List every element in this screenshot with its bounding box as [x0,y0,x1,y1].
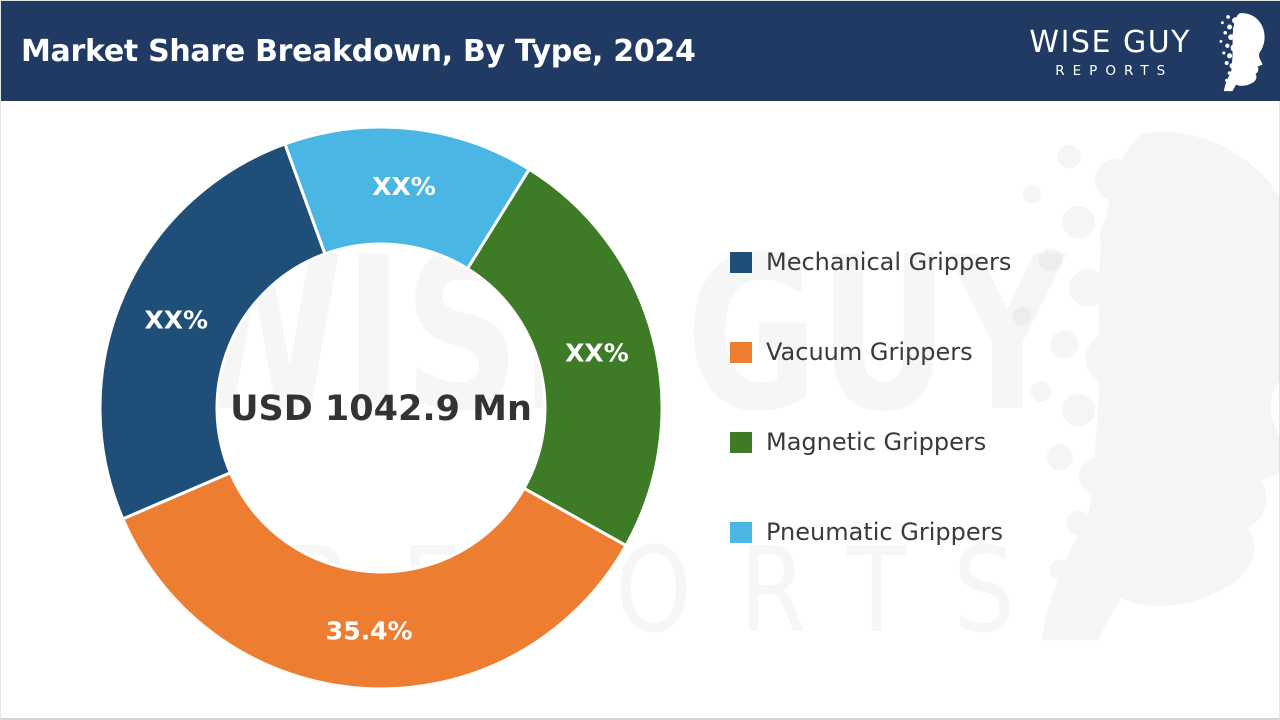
legend-label: Vacuum Grippers [766,338,973,366]
slice-label-magnetic-grippers: XX% [565,338,629,367]
legend-item-vacuum-grippers: Vacuum Grippers [730,338,1011,366]
legend-label: Pneumatic Grippers [766,518,1003,546]
brand-wordmark: WISE GUY [1029,24,1191,60]
brand-subtext: REPORTS [1055,62,1174,79]
header-bar: Market Share Breakdown, By Type, 2024 WI… [1,1,1280,101]
legend-item-pneumatic-grippers: Pneumatic Grippers [730,518,1011,546]
legend-swatch [730,341,752,363]
donut-slice-pneumatic-grippers [282,125,532,271]
legend-swatch [730,521,752,543]
slice-label-pneumatic-grippers: XX% [372,172,436,201]
legend-item-mechanical-grippers: Mechanical Grippers [730,248,1012,276]
legend-label: Magnetic Grippers [766,428,987,456]
legend-swatch [730,431,752,453]
donut-chart: USD 1042.9 Mn XX% XX% 35.4% XX% [79,107,683,695]
brand-logo: WISE GUY REPORTS [1029,11,1267,92]
legend-item-magnetic-grippers: Magnetic Grippers [730,428,1011,456]
slice-label-vacuum-grippers: 35.4% [326,617,413,646]
legend-swatch [730,251,752,273]
donut-slice-mechanical-grippers [98,142,327,521]
donut-center-label: USD 1042.9 Mn [230,389,532,429]
page-title: Market Share Breakdown, By Type, 2024 [21,33,696,69]
legend-label: Mechanical Grippers [766,248,1012,276]
donut-slice-magnetic-grippers [465,167,664,548]
slice-label-mechanical-grippers: XX% [145,306,209,335]
donut-slice-vacuum-grippers [120,470,629,691]
face-icon [1219,13,1265,92]
chart-legend: Mechanical Grippers Vacuum Grippers Magnet… [730,248,1012,546]
